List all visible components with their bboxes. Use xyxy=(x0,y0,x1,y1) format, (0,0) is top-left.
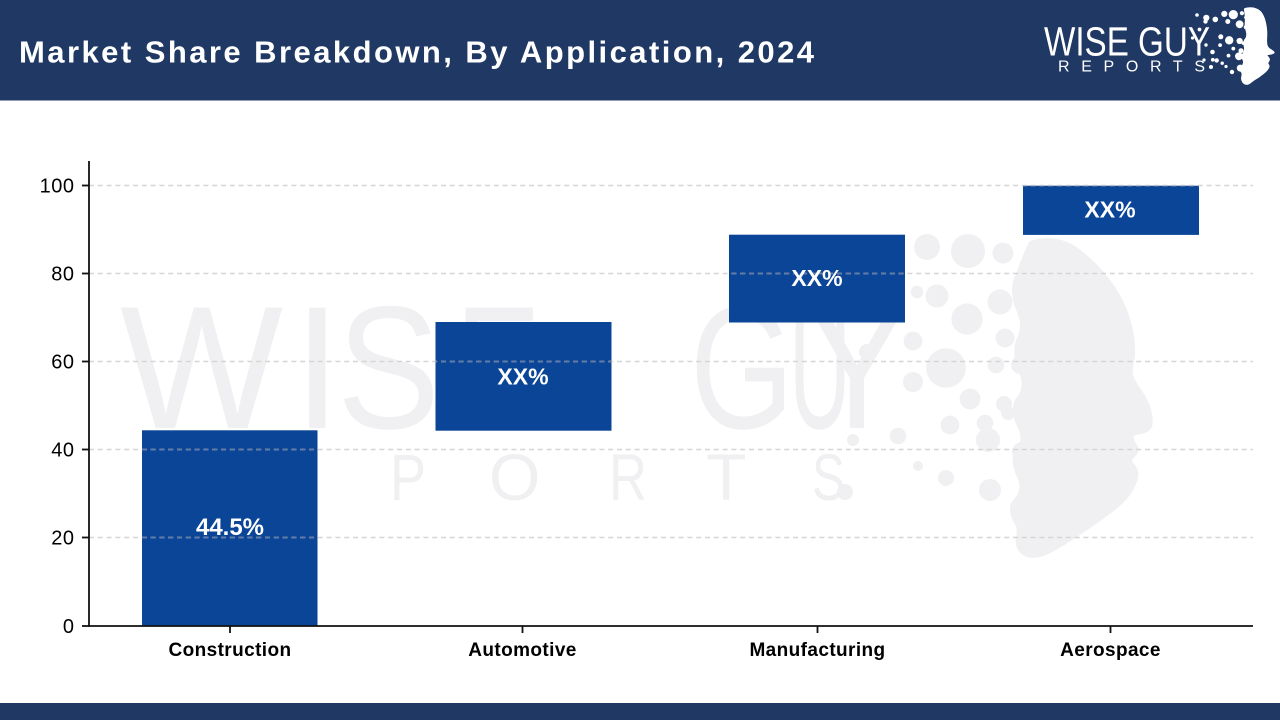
svg-text:S: S xyxy=(812,440,845,514)
svg-text:20: 20 xyxy=(51,528,74,550)
svg-text:XX%: XX% xyxy=(791,265,842,291)
svg-text:XX%: XX% xyxy=(497,364,548,390)
svg-text:100: 100 xyxy=(40,176,75,198)
svg-text:P: P xyxy=(390,440,426,514)
svg-text:80: 80 xyxy=(51,264,74,286)
svg-text:44.5%: 44.5% xyxy=(196,514,264,541)
svg-text:S: S xyxy=(337,271,440,466)
svg-text:Automotive: Automotive xyxy=(468,640,577,661)
svg-text:XX%: XX% xyxy=(1084,197,1135,223)
svg-text:Market Share Breakdown, By App: Market Share Breakdown, By Application, … xyxy=(19,35,817,70)
svg-text:Aerospace: Aerospace xyxy=(1060,640,1161,661)
svg-text:Construction: Construction xyxy=(168,640,291,661)
svg-text:T: T xyxy=(706,440,746,514)
svg-text:60: 60 xyxy=(51,352,74,374)
svg-text:R: R xyxy=(609,440,647,514)
svg-text:40: 40 xyxy=(51,440,74,462)
svg-text:O: O xyxy=(489,440,540,514)
svg-text:WISE GUY: WISE GUY xyxy=(1044,18,1210,64)
svg-text:Manufacturing: Manufacturing xyxy=(749,640,885,661)
svg-text:0: 0 xyxy=(63,616,75,638)
